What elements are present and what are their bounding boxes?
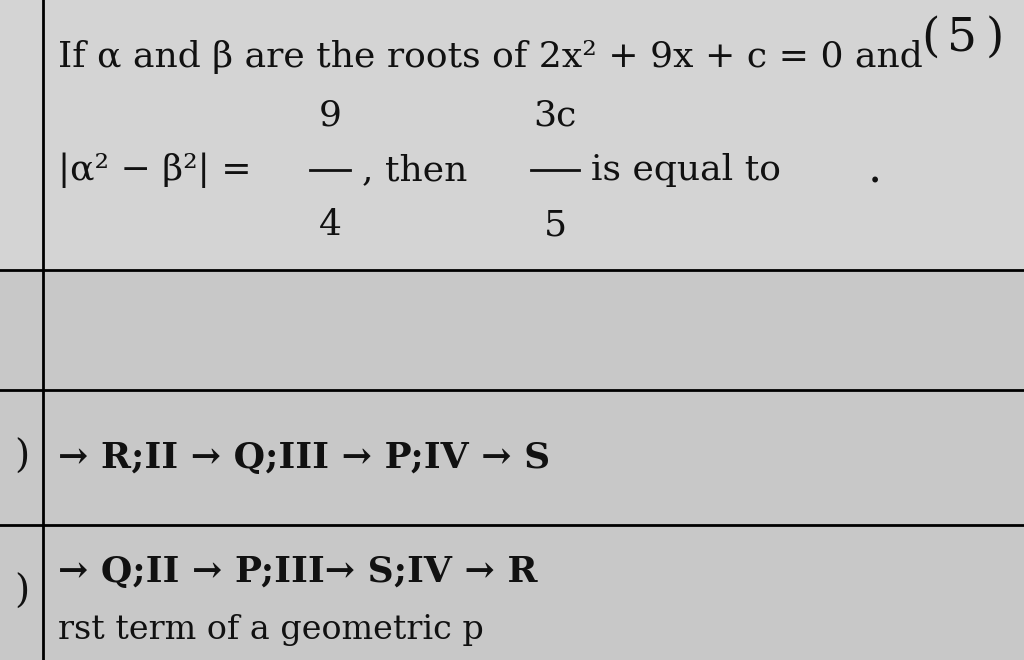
Text: .: .: [868, 148, 882, 191]
Bar: [0, 390, 1024, 525]
Text: 5: 5: [544, 208, 566, 242]
Text: 4: 4: [318, 208, 341, 242]
Text: |α² − β²| =: |α² − β²| =: [58, 152, 252, 187]
Text: rst term of a geometric p: rst term of a geometric p: [58, 614, 483, 646]
Text: , then: , then: [362, 153, 467, 187]
Text: ): ): [14, 574, 30, 611]
Bar: [0, 525, 1024, 660]
Text: (: (: [922, 15, 940, 60]
Bar: [0, 270, 1024, 390]
Text: → R;II → Q;III → P;IV → S: → R;II → Q;III → P;IV → S: [58, 440, 550, 475]
Text: 5: 5: [947, 15, 977, 60]
Bar: [0, 0, 1024, 270]
Text: → Q;II → P;III→ S;IV → R: → Q;II → P;III→ S;IV → R: [58, 556, 538, 589]
Text: ): ): [14, 439, 30, 476]
Text: 9: 9: [318, 98, 341, 132]
Text: If α and β are the roots of 2x² + 9x + c = 0 and: If α and β are the roots of 2x² + 9x + c…: [58, 40, 923, 74]
Text: ): ): [986, 15, 1005, 60]
Text: 3c: 3c: [534, 98, 577, 132]
Text: is equal to: is equal to: [591, 153, 781, 187]
